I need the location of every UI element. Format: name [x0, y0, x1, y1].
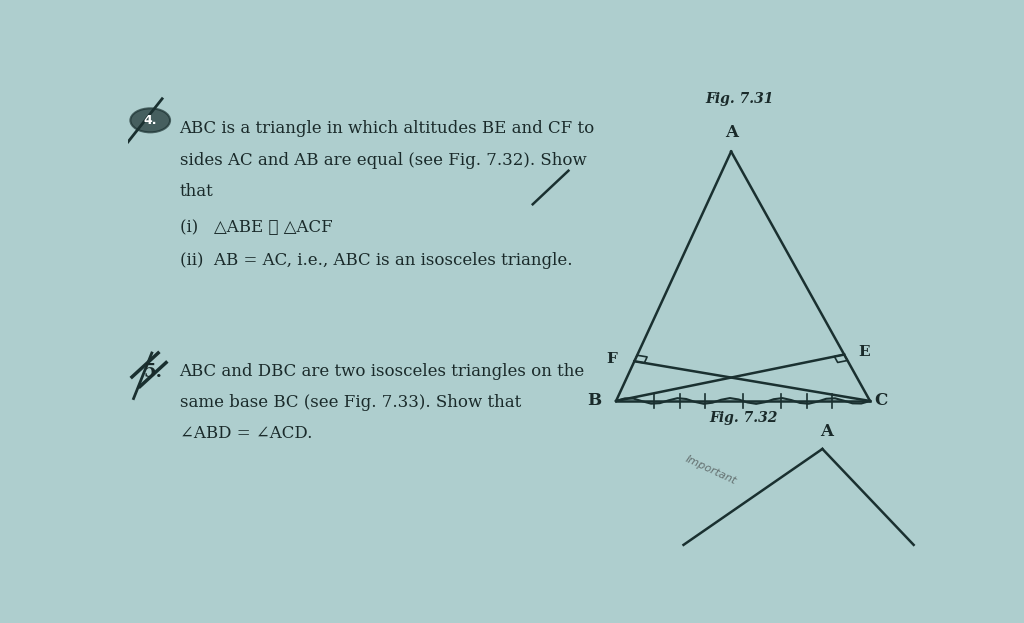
Text: Fig. 7.32: Fig. 7.32: [709, 411, 777, 424]
Text: (i)   △ABE ≅ △ACF: (i) △ABE ≅ △ACF: [179, 219, 333, 235]
Text: Important: Important: [684, 454, 738, 487]
Text: that: that: [179, 183, 213, 200]
Text: 4.: 4.: [143, 114, 157, 127]
Text: C: C: [874, 392, 887, 409]
Text: F: F: [606, 352, 616, 366]
Text: E: E: [858, 345, 870, 359]
Text: A: A: [725, 124, 737, 141]
Text: (ii)  AB = AC, i.e., ABC is an isosceles triangle.: (ii) AB = AC, i.e., ABC is an isosceles …: [179, 252, 572, 269]
Text: Fig. 7.31: Fig. 7.31: [705, 92, 773, 105]
Circle shape: [130, 108, 170, 132]
Text: ABC is a triangle in which altitudes BE and CF to: ABC is a triangle in which altitudes BE …: [179, 120, 595, 137]
Text: ABC and DBC are two isosceles triangles on the: ABC and DBC are two isosceles triangles …: [179, 363, 585, 379]
Text: 5.: 5.: [143, 363, 163, 381]
Text: B: B: [588, 392, 602, 409]
Text: same base BC (see Fig. 7.33). Show that: same base BC (see Fig. 7.33). Show that: [179, 394, 521, 411]
Text: ∠ABD = ∠ACD.: ∠ABD = ∠ACD.: [179, 425, 312, 442]
Text: A: A: [820, 423, 833, 440]
Text: sides AC and AB are equal (see Fig. 7.32). Show: sides AC and AB are equal (see Fig. 7.32…: [179, 151, 587, 168]
